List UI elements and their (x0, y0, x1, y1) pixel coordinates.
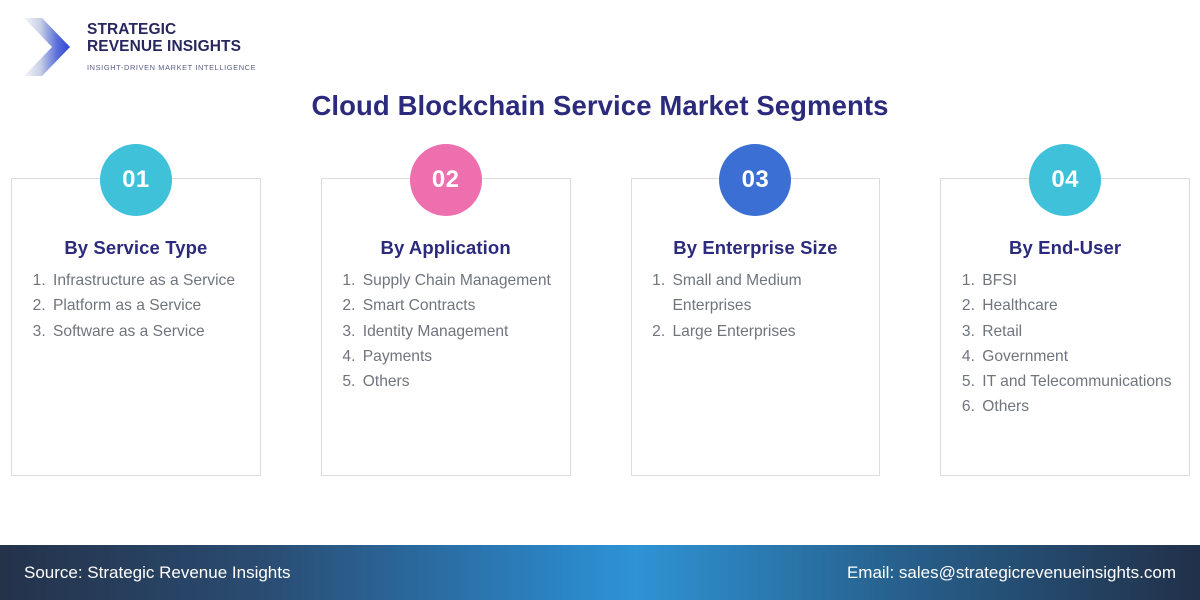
segment-badge-03: 03 (719, 144, 792, 216)
segment-card-enterprise-size[interactable]: 03 By Enterprise Size Small and Medium E… (630, 144, 881, 476)
segment-list-03: Small and Medium Enterprises Large Enter… (646, 268, 866, 344)
list-item: Platform as a Service (50, 293, 246, 318)
list-item: Government (979, 344, 1175, 369)
chevron-right-gradient-icon (24, 18, 70, 76)
list-item: Others (360, 369, 556, 394)
list-item: Payments (360, 344, 556, 369)
list-item: BFSI (979, 268, 1175, 293)
list-item: Retail (979, 319, 1175, 344)
list-item: Healthcare (979, 293, 1175, 318)
page-title: Cloud Blockchain Service Market Segments (311, 90, 889, 121)
segment-card-service-type[interactable]: 01 By Service Type Infrastructure as a S… (11, 144, 261, 476)
list-item: Infrastructure as a Service (50, 268, 246, 293)
brand-name: STRATEGIC REVENUE INSIGHTS (87, 21, 242, 55)
footer-bar: Source: Strategic Revenue Insights Email… (0, 545, 1200, 600)
segment-heading-01: By Service Type (64, 237, 208, 258)
segment-cards-row: 01 By Service Type Infrastructure as a S… (11, 144, 1190, 476)
segment-list-04: BFSI Healthcare Retail Government IT and… (955, 268, 1175, 420)
segment-heading-03: By Enterprise Size (673, 237, 838, 258)
list-item: Large Enterprises (670, 319, 866, 344)
list-item: IT and Telecommunications (979, 369, 1175, 394)
list-item: Software as a Service (50, 319, 246, 344)
list-item: Identity Management (360, 319, 556, 344)
list-item: Small and Medium Enterprises (670, 268, 866, 319)
brand-text-block: STRATEGIC REVENUE INSIGHTS INSIGHT-DRIVE… (87, 21, 257, 72)
segment-badge-04: 04 (1029, 144, 1102, 216)
list-item: Smart Contracts (360, 293, 556, 318)
brand-tagline: INSIGHT-DRIVEN MARKET INTELLIGENCE (87, 62, 257, 72)
footer-source-text: Source: Strategic Revenue Insights (24, 562, 291, 582)
segment-badge-02: 02 (409, 144, 482, 216)
segment-card-end-user[interactable]: 04 By End-User BFSI Healthcare Retail Go… (940, 144, 1190, 476)
segment-list-01: Infrastructure as a Service Platform as … (26, 268, 246, 344)
segment-heading-04: By End-User (1009, 237, 1122, 258)
list-item: Others (979, 394, 1175, 419)
brand-logo: STRATEGIC REVENUE INSIGHTS INSIGHT-DRIVE… (20, 16, 256, 78)
segment-heading-02: By Application (380, 237, 511, 258)
segment-list-02: Supply Chain Management Smart Contracts … (336, 268, 556, 394)
footer-email-text[interactable]: Email: sales@strategicrevenueinsights.co… (846, 562, 1176, 582)
list-item: Supply Chain Management (360, 268, 556, 293)
segment-badge-01: 01 (99, 144, 172, 216)
segment-card-application[interactable]: 02 By Application Supply Chain Managemen… (320, 144, 571, 476)
